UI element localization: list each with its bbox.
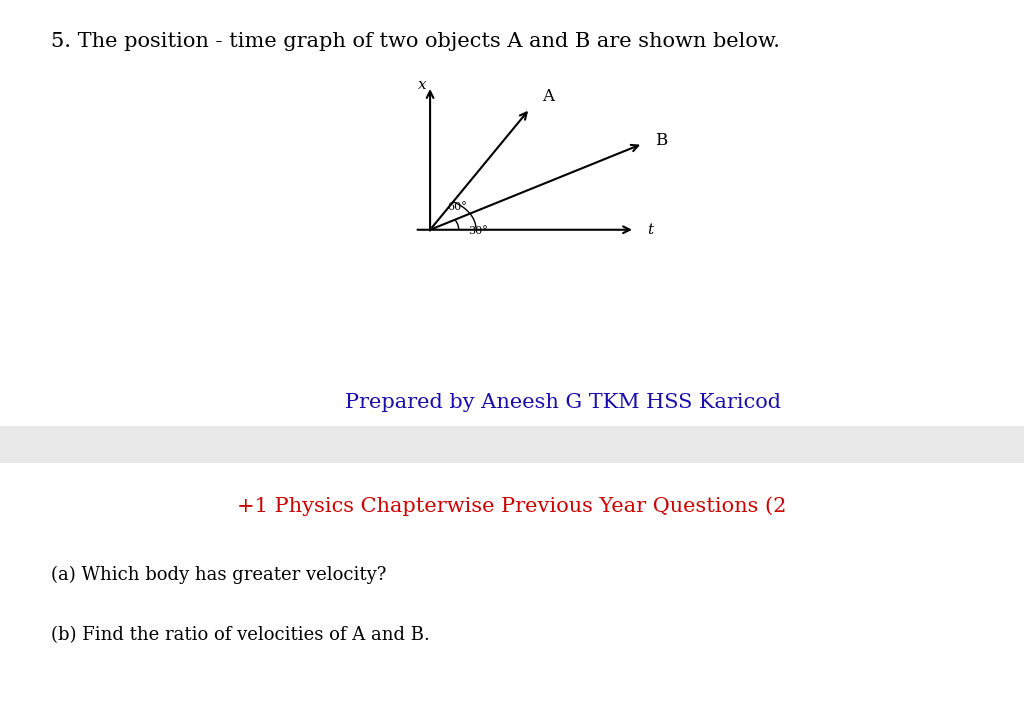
Text: (a) Which body has greater velocity?: (a) Which body has greater velocity? (51, 565, 387, 584)
Text: 5. The position - time graph of two objects A and B are shown below.: 5. The position - time graph of two obje… (51, 32, 780, 51)
Text: 30°: 30° (468, 226, 487, 236)
Text: (b) Find the ratio of velocities of A and B.: (b) Find the ratio of velocities of A an… (51, 626, 430, 645)
Text: +1 Physics Chapterwise Previous Year Questions (2: +1 Physics Chapterwise Previous Year Que… (238, 496, 786, 516)
Text: Prepared by Aneesh G TKM HSS Karicod: Prepared by Aneesh G TKM HSS Karicod (345, 393, 781, 411)
Text: 60°: 60° (447, 202, 467, 212)
Text: t: t (647, 223, 653, 237)
Text: A: A (543, 88, 554, 105)
Text: B: B (655, 131, 668, 149)
FancyBboxPatch shape (0, 426, 1024, 463)
Text: x: x (418, 78, 426, 91)
